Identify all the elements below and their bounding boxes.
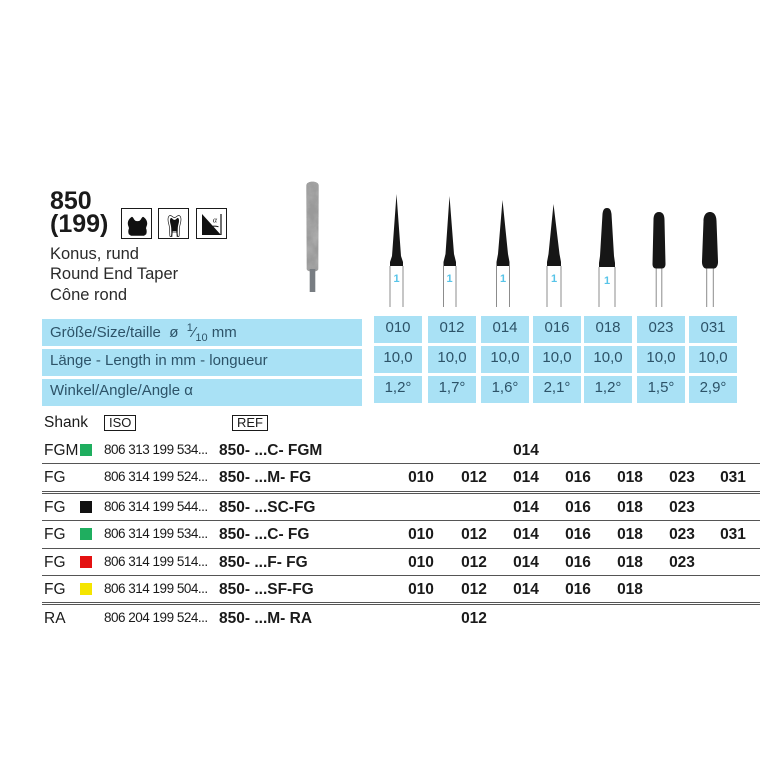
svg-text:1: 1 [446, 273, 452, 285]
svg-text:α: α [213, 216, 218, 225]
svg-text:1: 1 [551, 273, 557, 285]
svg-text:1: 1 [604, 275, 610, 287]
svg-text:1: 1 [393, 273, 399, 285]
svg-text:1: 1 [500, 273, 506, 285]
